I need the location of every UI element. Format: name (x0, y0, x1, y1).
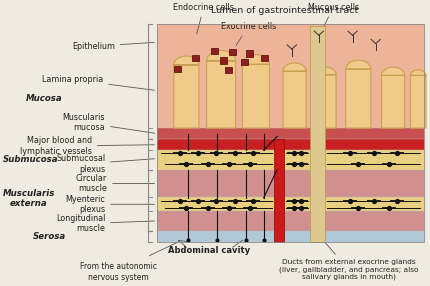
Bar (157, 211, 424, 231)
Bar (157, 170, 424, 197)
Bar (174, 66, 181, 72)
Bar (229, 49, 236, 55)
Bar (157, 24, 424, 242)
Polygon shape (207, 51, 236, 128)
Bar (225, 67, 232, 73)
Polygon shape (315, 67, 336, 128)
Text: Circular
muscle: Circular muscle (76, 174, 154, 193)
Text: Lumen of gastrointestinal tract: Lumen of gastrointestinal tract (211, 6, 359, 15)
Text: Submucosa: Submucosa (3, 156, 59, 164)
Text: Mucous cells: Mucous cells (307, 3, 359, 33)
Polygon shape (411, 70, 426, 128)
Text: Abdominal cavity: Abdominal cavity (169, 245, 251, 255)
Text: From the autonomic
nervous system: From the autonomic nervous system (80, 263, 157, 282)
Text: Mucosa: Mucosa (26, 94, 63, 104)
Text: Longitudinal
muscle: Longitudinal muscle (56, 214, 154, 233)
Text: Submucosal
plexus: Submucosal plexus (56, 154, 154, 174)
Bar (157, 128, 424, 139)
Polygon shape (283, 63, 306, 128)
Text: Muscularis
externa: Muscularis externa (3, 189, 55, 208)
Bar (157, 139, 424, 150)
Text: Exocrine cells: Exocrine cells (221, 22, 276, 45)
Text: Lamina propria: Lamina propria (42, 75, 155, 90)
Polygon shape (243, 55, 270, 128)
Bar (192, 55, 199, 61)
Text: Ducts from external exocrine glands
(liver, gallbladder, and pancreas; also
sali: Ducts from external exocrine glands (liv… (279, 238, 418, 280)
Text: Serosa: Serosa (33, 232, 67, 241)
Bar (211, 48, 218, 54)
Bar (220, 57, 227, 63)
Polygon shape (381, 67, 405, 128)
Text: Epithelium: Epithelium (72, 42, 154, 51)
Text: Endocrine cells: Endocrine cells (173, 3, 234, 34)
Bar (157, 197, 424, 211)
Bar (157, 24, 424, 128)
Text: Major blood and
lymphatic vessels: Major blood and lymphatic vessels (20, 136, 154, 156)
Bar (241, 59, 248, 65)
Bar (157, 231, 424, 242)
Bar (273, 139, 285, 242)
Polygon shape (346, 60, 371, 128)
Bar (246, 51, 253, 57)
Bar (157, 150, 424, 170)
Text: Myenteric
plexus: Myenteric plexus (65, 194, 154, 214)
Bar (310, 25, 325, 242)
Polygon shape (174, 56, 199, 128)
Text: Muscularis
mucosa: Muscularis mucosa (63, 113, 155, 133)
Bar (261, 55, 268, 61)
